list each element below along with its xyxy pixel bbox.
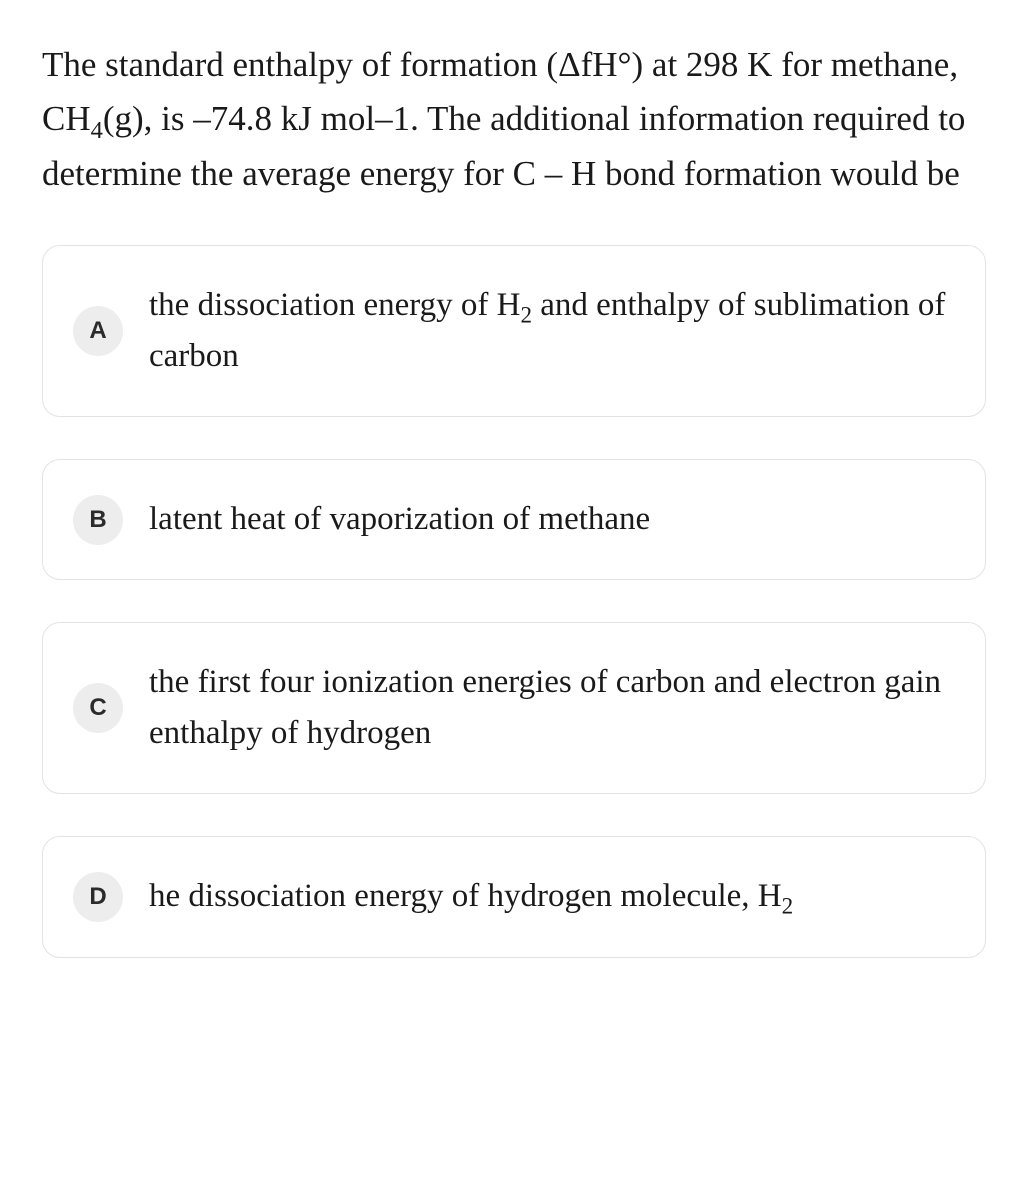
option-text-b: latent heat of vaporization of methane: [149, 494, 650, 545]
option-text-a: the dissociation energy of H2 and enthal…: [149, 280, 957, 382]
option-a[interactable]: A the dissociation energy of H2 and enth…: [42, 245, 986, 417]
option-badge-d: D: [73, 872, 123, 922]
option-badge-b: B: [73, 495, 123, 545]
option-d[interactable]: D he dissociation energy of hydrogen mol…: [42, 836, 986, 957]
option-text-d: he dissociation energy of hydrogen molec…: [149, 871, 793, 922]
option-badge-a: A: [73, 306, 123, 356]
option-text-c: the first four ionization energies of ca…: [149, 657, 957, 759]
option-c[interactable]: C the first four ionization energies of …: [42, 622, 986, 794]
options-list: A the dissociation energy of H2 and enth…: [42, 245, 986, 958]
question-text: The standard enthalpy of formation (ΔfH°…: [42, 38, 986, 201]
quiz-page: The standard enthalpy of formation (ΔfH°…: [0, 0, 1024, 996]
option-b[interactable]: B latent heat of vaporization of methane: [42, 459, 986, 580]
option-badge-c: C: [73, 683, 123, 733]
